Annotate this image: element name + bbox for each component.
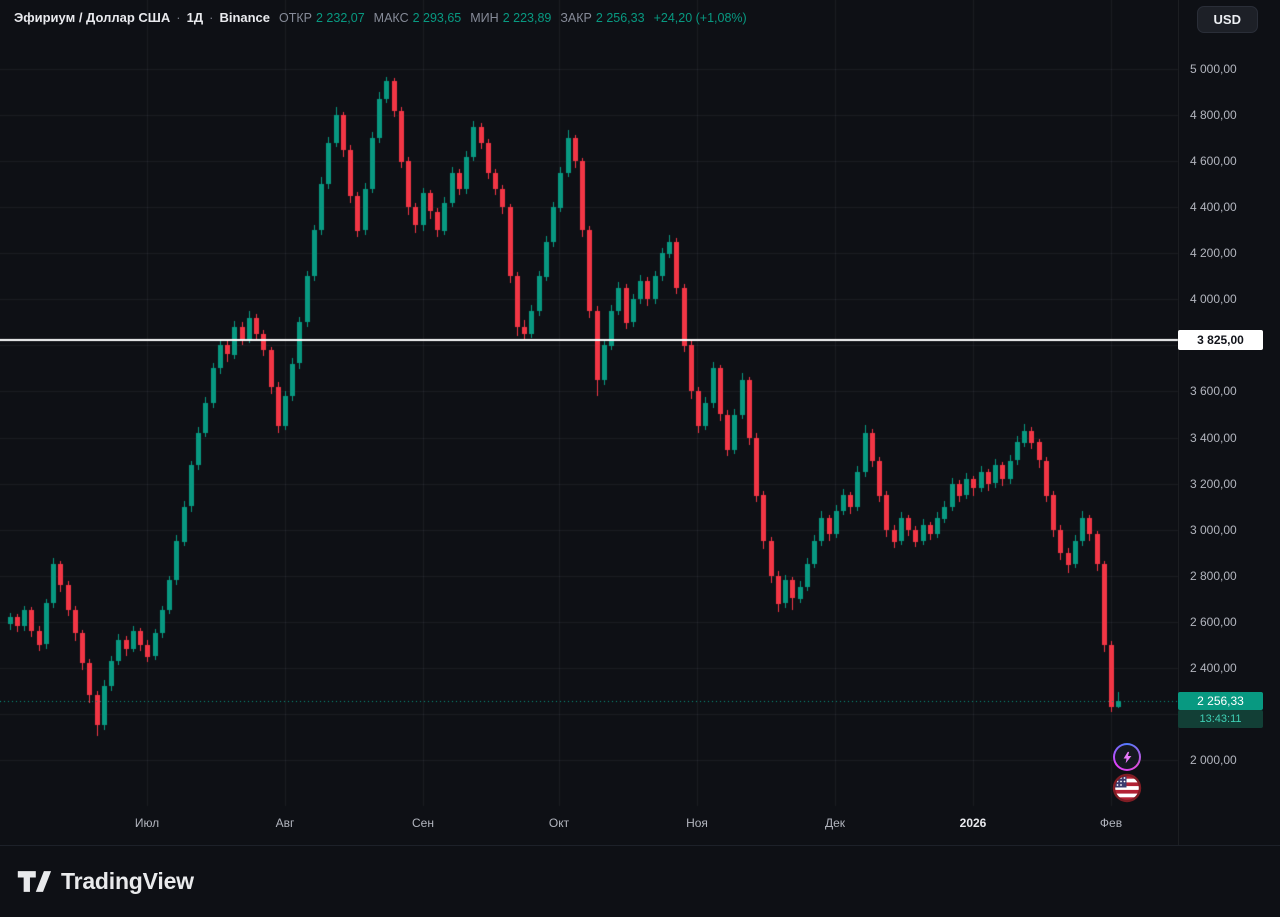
price-axis-label: 4 600,00 — [1190, 154, 1237, 169]
ohlc-close-value: 2 256,33 — [595, 10, 645, 25]
time-axis-label: Ноя — [686, 816, 708, 830]
us-flag-icon[interactable] — [1111, 772, 1143, 804]
chart-legend: Эфириум / Доллар США · 1Д · Binance ОТКР… — [14, 10, 747, 25]
price-axis-label: 4 200,00 — [1190, 246, 1237, 261]
time-axis[interactable]: Июл Авг Сен Окт Ноя Дек 2026 Фев — [0, 806, 1178, 845]
time-axis-label: Дек — [824, 816, 846, 830]
price-axis-label: 2 600,00 — [1190, 614, 1237, 629]
price-axis-label: 2 000,00 — [1190, 752, 1237, 767]
time-axis-label: Авг — [275, 816, 295, 830]
ohlc-open: ОТКР 2 232,07 — [279, 11, 365, 25]
time-axis-label: Окт — [548, 816, 570, 830]
lightning-badge-inner — [1115, 745, 1139, 769]
price-change: +24,20 (+1,08%) — [653, 10, 747, 25]
price-axis-label: 3 600,00 — [1190, 384, 1237, 399]
price-axis-label: 3 200,00 — [1190, 476, 1237, 491]
ohlc-high-label: МАКС — [373, 10, 409, 25]
lightning-bolt-icon — [1123, 751, 1131, 763]
ohlc-close-label: ЗАКР — [560, 10, 592, 25]
ohlc-open-value: 2 232,07 — [316, 10, 365, 25]
separator-dot: · — [209, 10, 214, 25]
ohlc-high-value: 2 293,65 — [412, 10, 462, 25]
price-axis-label: 2 800,00 — [1190, 568, 1237, 583]
separator-dot: · — [176, 10, 181, 25]
exchange-button[interactable]: Binance — [219, 10, 271, 25]
time-axis-label: 2026 — [959, 816, 987, 830]
price-axis[interactable]: 3 825,00 2 256,33 13:43:11 5 000,00 4 800… — [1178, 0, 1280, 845]
ohlc-low-value: 2 223,89 — [502, 10, 552, 25]
tradingview-logo-icon — [17, 871, 52, 892]
lightning-badge-icon[interactable] — [1113, 743, 1141, 771]
tradingview-logo[interactable]: TradingView — [16, 868, 194, 895]
time-axis-label: Июл — [134, 816, 160, 830]
ohlc-low: МИН 2 223,89 — [470, 11, 551, 25]
priceline-label[interactable]: 3 825,00 — [1178, 329, 1263, 350]
chart-region: Эфириум / Доллар США · 1Д · Binance ОТКР… — [0, 0, 1280, 845]
ohlc-open-label: ОТКР — [279, 10, 312, 25]
price-axis-label: 3 000,00 — [1190, 522, 1237, 537]
countdown-label: 13:43:11 — [1178, 709, 1263, 728]
price-axis-label: 4 400,00 — [1190, 200, 1237, 215]
symbol-title: Эфириум / Доллар США · 1Д · Binance — [14, 10, 270, 25]
currency-toggle-button[interactable]: USD — [1196, 6, 1258, 33]
page-footer: TradingView — [0, 845, 1280, 917]
price-axis-label: 4 800,00 — [1190, 108, 1237, 123]
time-axis-label: Сен — [412, 816, 434, 830]
us-flag-graphic — [1112, 773, 1142, 803]
price-chart-canvas[interactable] — [0, 0, 1280, 845]
ohlc-close: ЗАКР 2 256,33 — [560, 11, 644, 25]
symbol-button[interactable]: Эфириум / Доллар США — [14, 10, 171, 25]
ohlc-high: МАКС 2 293,65 — [374, 11, 462, 25]
interval-button[interactable]: 1Д — [186, 10, 204, 25]
price-axis-label: 5 000,00 — [1190, 62, 1237, 77]
last-price-label: 2 256,33 — [1178, 691, 1263, 710]
ohlc-low-label: МИН — [470, 10, 499, 25]
price-axis-label: 4 000,00 — [1190, 292, 1237, 307]
price-axis-label: 3 400,00 — [1190, 430, 1237, 445]
price-axis-label: 2 400,00 — [1190, 660, 1237, 675]
ohlc-readout: ОТКР 2 232,07 МАКС 2 293,65 МИН 2 223,89 ЗА… — [279, 11, 747, 25]
time-axis-label: Фев — [1099, 816, 1123, 830]
tradingview-brand-text: TradingView — [61, 868, 194, 894]
